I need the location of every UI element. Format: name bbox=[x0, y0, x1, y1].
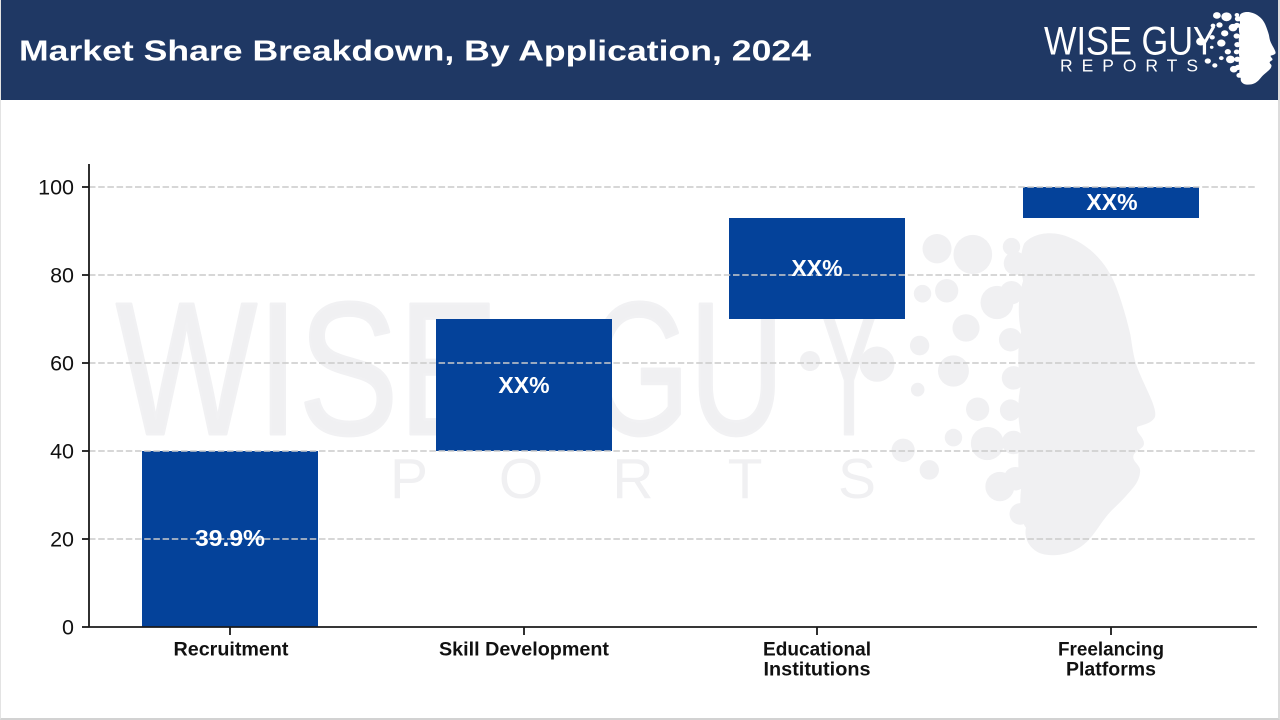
svg-text:80: 80 bbox=[50, 264, 74, 288]
svg-text:WISE: WISE bbox=[116, 264, 498, 475]
svg-text:39.9%: 39.9% bbox=[195, 525, 265, 551]
svg-text:S: S bbox=[838, 447, 876, 511]
svg-text:REPORTS: REPORTS bbox=[1060, 56, 1206, 76]
svg-text:XX%: XX% bbox=[1086, 189, 1137, 215]
svg-text:0: 0 bbox=[62, 616, 74, 640]
svg-text:Educational: Educational bbox=[763, 639, 871, 661]
svg-text:Freelancing: Freelancing bbox=[1058, 639, 1164, 661]
svg-text:Market Share Breakdown, By App: Market Share Breakdown, By Application, … bbox=[19, 36, 811, 68]
svg-text:Skill Development: Skill Development bbox=[439, 639, 610, 661]
svg-text:100: 100 bbox=[38, 176, 74, 200]
svg-text:P: P bbox=[390, 447, 428, 511]
svg-text:R: R bbox=[612, 447, 653, 511]
svg-text:XX%: XX% bbox=[791, 255, 842, 281]
svg-text:Recruitment: Recruitment bbox=[174, 639, 290, 661]
svg-text:40: 40 bbox=[50, 440, 74, 464]
svg-text:Institutions: Institutions bbox=[764, 659, 871, 681]
svg-text:XX%: XX% bbox=[498, 372, 549, 398]
svg-text:WISE GUY: WISE GUY bbox=[1044, 20, 1216, 64]
svg-text:60: 60 bbox=[50, 352, 74, 376]
svg-text:T: T bbox=[728, 447, 763, 511]
svg-text:Platforms: Platforms bbox=[1066, 659, 1156, 681]
svg-text:20: 20 bbox=[50, 528, 74, 552]
svg-text:O: O bbox=[499, 447, 543, 511]
